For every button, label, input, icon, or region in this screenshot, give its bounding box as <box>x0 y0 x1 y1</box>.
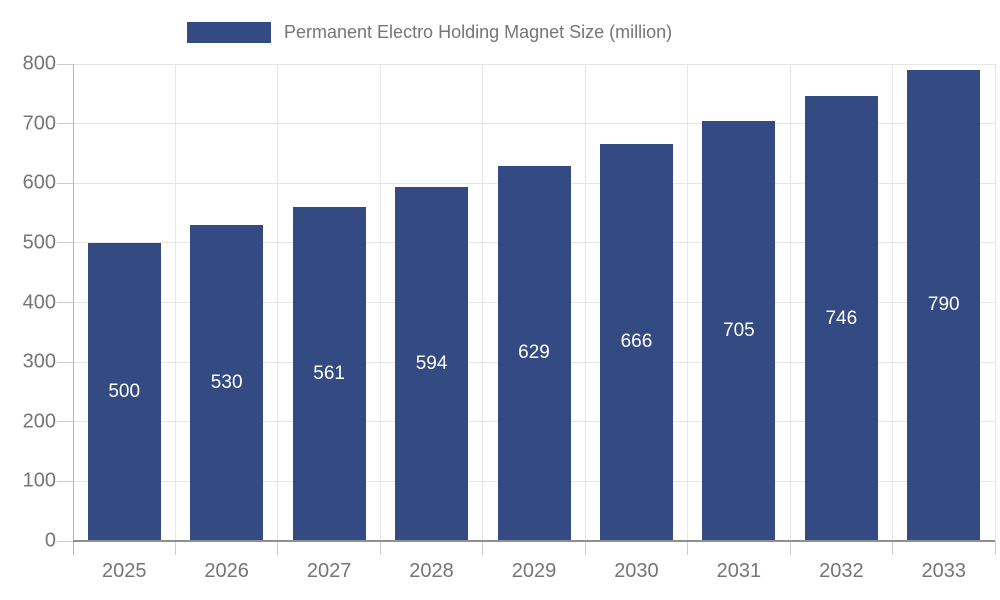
x-axis-tick <box>379 541 381 555</box>
legend-label: Permanent Electro Holding Magnet Size (m… <box>284 22 673 42</box>
x-tick-label: 2029 <box>511 560 557 582</box>
v-gridline <box>892 64 894 541</box>
x-axis-tick <box>584 541 586 555</box>
y-axis-tick <box>57 63 73 65</box>
v-gridline <box>482 64 484 541</box>
bar <box>497 165 571 541</box>
bar-value-label: 530 <box>210 371 243 393</box>
bar <box>599 143 673 541</box>
bar-value-label: 629 <box>518 342 550 364</box>
x-tick-label: 2032 <box>819 560 864 582</box>
x-tick-label: 2033 <box>921 560 967 582</box>
x-axis-line <box>73 540 995 542</box>
bar-value-label: 705 <box>723 319 755 341</box>
bar-value-label: 594 <box>415 352 448 374</box>
bar <box>804 96 878 541</box>
y-axis-tick <box>57 123 73 125</box>
y-tick-label: 700 <box>22 112 56 135</box>
x-axis-tick <box>174 541 176 555</box>
y-axis-tick <box>57 480 73 482</box>
y-axis-tick <box>57 302 73 303</box>
x-axis-tick <box>789 541 791 555</box>
x-tick-label: 2031 <box>716 560 762 582</box>
bar <box>907 69 981 541</box>
y-tick-label: 600 <box>22 171 56 194</box>
x-tick-label: 2027 <box>306 560 352 582</box>
x-axis-tick <box>994 541 996 555</box>
x-axis-tick <box>892 541 894 555</box>
y-axis-tick <box>57 361 73 363</box>
bar <box>702 120 776 541</box>
y-axis-line <box>72 64 74 555</box>
y-axis-tick <box>57 182 73 184</box>
v-gridline <box>687 64 689 541</box>
bar-value-label: 790 <box>927 294 960 316</box>
bar <box>190 224 264 541</box>
v-gridline <box>174 64 176 541</box>
x-tick-label: 2025 <box>101 560 147 582</box>
v-gridline <box>379 64 381 541</box>
legend-item[interactable]: Permanent Electro Holding Magnet Size (m… <box>187 20 672 45</box>
y-tick-label: 500 <box>22 231 56 254</box>
bar-value-label: 561 <box>313 362 345 384</box>
y-tick-label: 100 <box>22 469 56 492</box>
y-axis-tick <box>57 540 73 542</box>
x-tick-label: 2026 <box>204 560 249 582</box>
bar-value-label: 500 <box>108 380 141 402</box>
x-axis-tick <box>482 541 484 555</box>
bar <box>87 242 161 541</box>
y-tick-label: 800 <box>22 52 56 75</box>
h-gridline <box>73 63 995 65</box>
x-axis-tick <box>277 541 279 555</box>
y-tick-label: 300 <box>22 350 56 373</box>
v-gridline <box>277 64 279 541</box>
x-tick-label: 2028 <box>409 560 454 582</box>
bar-value-label: 666 <box>620 331 653 353</box>
y-axis-tick <box>57 242 73 244</box>
v-gridline <box>584 64 586 541</box>
v-gridline <box>994 64 996 541</box>
y-tick-label: 0 <box>44 529 56 552</box>
h-gridline <box>73 123 995 125</box>
y-axis-tick <box>57 421 73 423</box>
bar-value-label: 746 <box>825 307 858 329</box>
bar <box>292 206 366 541</box>
y-tick-label: 200 <box>22 410 56 433</box>
legend-swatch-icon <box>187 22 271 43</box>
x-axis-tick <box>687 541 689 555</box>
bar <box>395 186 469 541</box>
y-tick-label: 400 <box>22 291 56 313</box>
v-gridline <box>789 64 791 541</box>
x-tick-label: 2030 <box>614 560 659 582</box>
